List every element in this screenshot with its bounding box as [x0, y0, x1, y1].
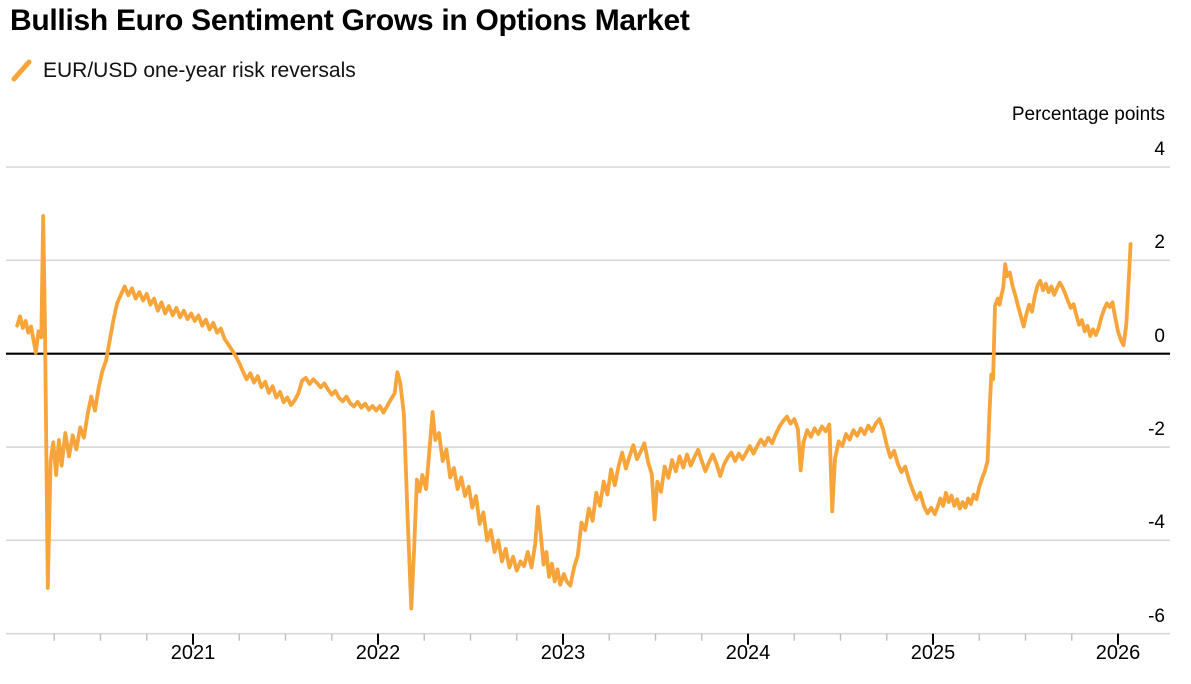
- y-tick-label-2: 2: [1154, 232, 1165, 254]
- x-tick-label-2025: 2025: [910, 642, 956, 664]
- x-tick-label-2026: 2026: [1095, 642, 1141, 664]
- page-title: Bullish Euro Sentiment Grows in Options …: [10, 4, 690, 37]
- y-tick-label-4: 4: [1154, 139, 1165, 160]
- series-line: [15, 214, 1133, 611]
- y-tick-label--4: -4: [1148, 512, 1165, 534]
- y-axis-title: Percentage points: [1011, 104, 1165, 125]
- y-tick-label-0: 0: [1154, 325, 1165, 347]
- legend-label: EUR/USD one-year risk reversals: [43, 59, 356, 82]
- y-tick-label--6: -6: [1148, 605, 1165, 627]
- x-tick-label-2022: 2022: [355, 642, 401, 664]
- legend-slash-icon: [11, 59, 32, 82]
- x-tick-label-2021: 2021: [170, 642, 216, 664]
- x-tick-label-2023: 2023: [540, 642, 586, 664]
- legend: EUR/USD one-year risk reversals: [10, 59, 356, 83]
- x-tick-label-2024: 2024: [725, 642, 771, 664]
- y-tick-label--2: -2: [1148, 419, 1165, 441]
